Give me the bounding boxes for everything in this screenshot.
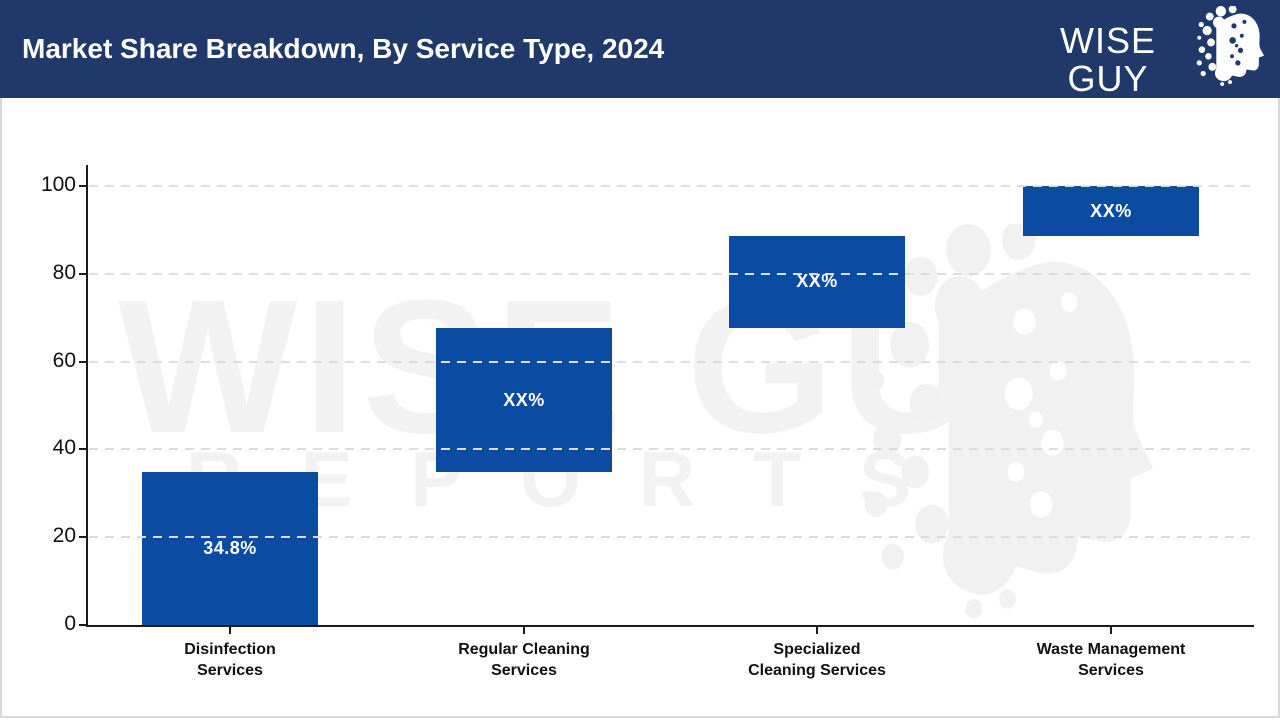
x-tick xyxy=(816,626,818,634)
y-tick xyxy=(79,272,88,275)
gridline xyxy=(89,536,1254,539)
x-tick xyxy=(1110,626,1112,634)
bar-segment: XX% xyxy=(436,327,612,473)
x-category-label: Regular Cleaning Services xyxy=(458,641,590,679)
gridline xyxy=(89,185,1254,187)
header: Market Share Breakdown, By Service Type,… xyxy=(0,0,1280,117)
gridline xyxy=(89,360,1254,363)
gridline xyxy=(89,448,1254,451)
page-border-right xyxy=(1278,98,1280,718)
y-tick-label: 20 xyxy=(52,524,76,548)
y-tick-label: 100 xyxy=(40,173,76,196)
logo-wordmark-line2: REPORTS xyxy=(1031,99,1195,117)
y-axis-line xyxy=(86,165,88,627)
y-tick-label: 80 xyxy=(52,260,76,284)
y-tick xyxy=(79,536,88,539)
logo-wordmark: WISE GUY REPORTS xyxy=(1014,22,1202,117)
gridline xyxy=(89,272,1254,275)
y-tick-label: 60 xyxy=(52,348,76,372)
x-category-label: Specialized Cleaning Services xyxy=(748,641,886,679)
y-tick-label: 40 xyxy=(52,436,76,460)
x-axis-line xyxy=(86,625,1254,627)
page-border-left xyxy=(0,98,2,718)
y-tick xyxy=(79,624,88,626)
page-title: Market Share Breakdown, By Service Type,… xyxy=(22,33,665,64)
bar-value-label: XX% xyxy=(1090,200,1132,221)
x-category-label: Disinfection Services xyxy=(184,641,276,679)
bar-segment: 34.8% xyxy=(142,472,318,625)
logo: WISE GUY REPORTS xyxy=(1014,4,1268,117)
y-tick-label: 0 xyxy=(64,612,76,635)
bar-value-label: 34.8% xyxy=(203,538,257,559)
bar-value-label: XX% xyxy=(796,271,838,292)
y-tick xyxy=(79,360,88,363)
bar-segment: XX% xyxy=(729,236,905,328)
bar-value-label: XX% xyxy=(503,389,545,410)
y-tick xyxy=(79,185,88,187)
wiseguy-face-watermark-icon xyxy=(862,224,1170,648)
wiseguy-face-logo-icon xyxy=(1196,6,1268,92)
y-tick xyxy=(79,448,88,451)
logo-wordmark-line1: WISE GUY xyxy=(1059,20,1156,99)
x-tick xyxy=(523,626,525,634)
x-category-label: Waste Management Services xyxy=(1036,641,1186,679)
page-border-bottom xyxy=(0,716,1280,718)
x-tick xyxy=(229,626,231,634)
bar-segment: XX% xyxy=(1023,186,1199,237)
